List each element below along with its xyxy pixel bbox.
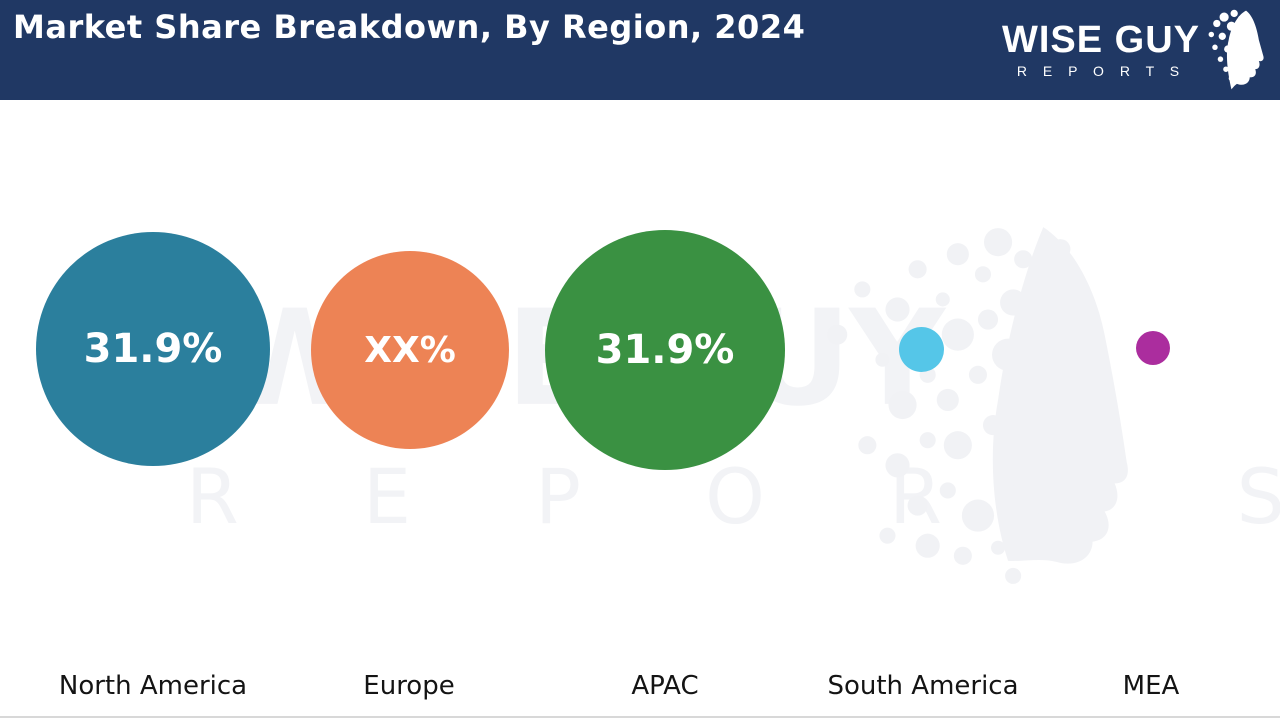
category-label-apac: APAC — [631, 671, 699, 701]
bubble-value-label: 31.9% — [595, 327, 735, 373]
category-label-mea: MEA — [1122, 671, 1180, 701]
category-label-south-america: South America — [827, 671, 1019, 701]
bubble-north-america: 31.9% — [36, 232, 270, 466]
bubble-value-label: XX% — [364, 329, 456, 371]
watermark-head-profile-icon — [827, 227, 1128, 584]
bubble-mea — [1136, 331, 1170, 365]
bubble-apac: 31.9% — [545, 230, 785, 470]
logo-reports-text: R E P O R T S — [1016, 63, 1186, 79]
bottom-divider — [0, 716, 1280, 718]
category-label-europe: Europe — [363, 671, 455, 701]
bubble-value-label: 31.9% — [83, 326, 223, 372]
logo-wordmark-text: WISE GUY — [1001, 19, 1200, 61]
header: Market Share Breakdown, By Region, 2024 … — [0, 0, 1280, 100]
bubble-europe: XX% — [311, 251, 509, 449]
logo-wordmark: WISE GUY R E P O R T S — [1002, 20, 1200, 80]
category-label-north-america: North America — [58, 671, 248, 701]
wiseguy-logo: WISE GUY R E P O R T S — [1002, 6, 1268, 94]
logo-head-profile-icon — [1208, 9, 1264, 90]
bubble-south-america — [899, 327, 944, 372]
page-title: Market Share Breakdown, By Region, 2024 — [13, 8, 806, 46]
